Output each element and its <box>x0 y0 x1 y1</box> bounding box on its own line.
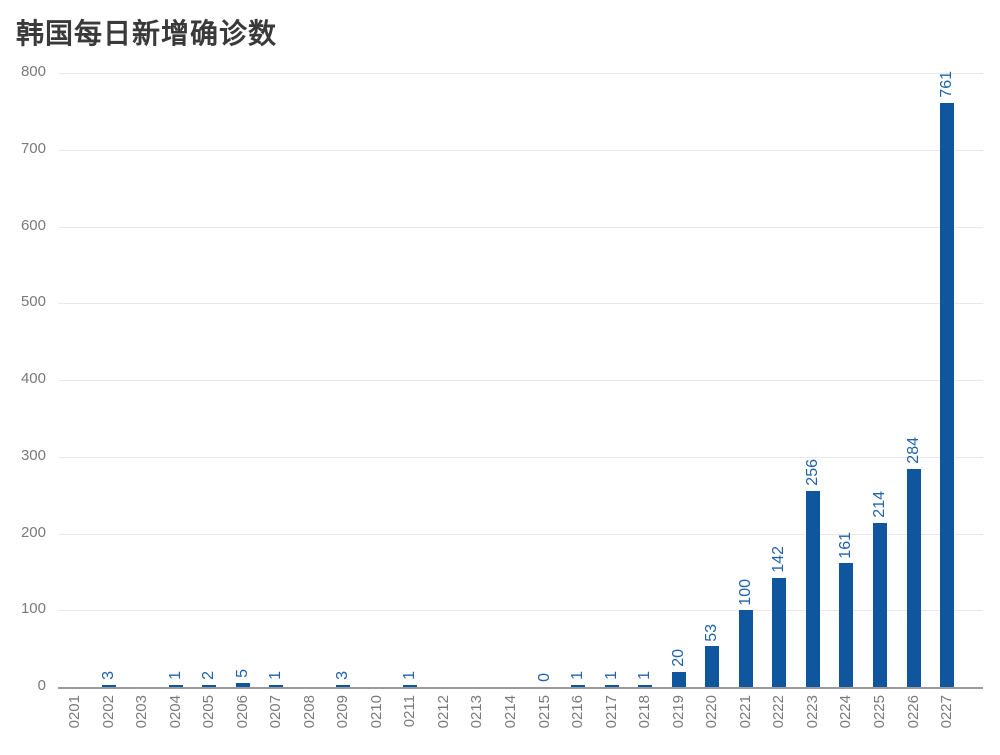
bar-value-label: 53 <box>703 623 721 642</box>
bar-value-label: 20 <box>669 648 687 667</box>
x-axis-label: 0224 <box>837 695 855 729</box>
bar <box>202 685 217 687</box>
x-axis-label: 0205 <box>200 695 218 729</box>
gridline <box>58 303 983 305</box>
x-axis-label: 0221 <box>736 695 754 729</box>
bar <box>336 684 351 687</box>
x-axis-label: 0213 <box>468 695 486 729</box>
bar <box>906 469 921 687</box>
y-axis-label: 700 <box>20 139 46 157</box>
x-axis-label: 0212 <box>434 695 452 729</box>
bar <box>269 685 284 687</box>
bar-value-label: 1 <box>166 671 184 680</box>
x-axis-label: 0214 <box>502 695 520 729</box>
x-axis-label: 0208 <box>300 695 318 729</box>
gridline <box>58 610 983 612</box>
x-axis-label: 0226 <box>904 695 922 729</box>
gridline <box>58 380 983 381</box>
x-axis-label: 0225 <box>870 695 888 729</box>
bar <box>705 646 720 687</box>
bar-value-label: 1 <box>569 671 587 680</box>
x-axis-label: 0210 <box>367 695 385 729</box>
y-axis-label: 500 <box>20 293 46 311</box>
x-axis-label: 0216 <box>569 695 587 729</box>
y-axis-label: 200 <box>20 523 46 541</box>
bar-value-label: 0 <box>535 673 553 682</box>
x-axis-line <box>58 687 983 689</box>
bar-value-label: 161 <box>837 531 855 559</box>
bar <box>805 490 820 687</box>
bar <box>671 671 686 687</box>
gridline <box>58 533 983 535</box>
bar <box>604 685 619 687</box>
bar <box>101 684 116 687</box>
bar <box>403 685 418 687</box>
y-axis-label: 0 <box>37 677 46 694</box>
x-axis-label: 0215 <box>535 695 553 729</box>
bar-value-label: 761 <box>938 71 956 98</box>
bar-value-label: 1 <box>267 671 285 680</box>
x-axis-label: 0209 <box>334 695 352 729</box>
bar-value-label: 100 <box>736 578 754 606</box>
bar <box>872 522 887 687</box>
x-axis-label: 0204 <box>166 695 184 729</box>
x-axis-label: 0217 <box>602 695 620 729</box>
bar-value-label: 1 <box>636 671 654 680</box>
x-axis-label: 0218 <box>636 695 654 729</box>
y-axis-label: 300 <box>20 446 46 464</box>
gridline <box>58 226 983 228</box>
gridline <box>58 456 983 458</box>
bar <box>839 563 854 687</box>
bar <box>738 610 753 687</box>
bar <box>571 685 586 687</box>
x-axis-label: 0223 <box>803 695 821 729</box>
bar-value-label: 3 <box>334 670 352 680</box>
bar-value-label: 142 <box>770 546 788 574</box>
x-axis-label: 0207 <box>267 695 285 729</box>
y-axis-label: 800 <box>20 63 46 80</box>
chart-title: 韩国每日新增确诊数 <box>16 18 278 49</box>
x-axis-label: 0202 <box>99 695 117 729</box>
gridline <box>58 73 983 74</box>
bar <box>940 102 955 687</box>
x-axis-label: 0203 <box>133 695 151 729</box>
x-axis-label: 0206 <box>233 695 251 729</box>
bar-value-label: 3 <box>99 670 117 680</box>
x-axis-label: 0227 <box>938 695 956 729</box>
y-axis-label: 600 <box>20 216 46 234</box>
bar <box>235 683 250 687</box>
x-axis-label: 0219 <box>669 695 687 729</box>
bar-value-label: 1 <box>602 671 620 680</box>
bar-value-label: 256 <box>803 458 821 486</box>
bar-value-label: 2 <box>200 671 218 680</box>
gridline <box>58 149 983 151</box>
x-axis-label: 0222 <box>770 695 788 729</box>
bar-value-label: 214 <box>870 491 888 518</box>
x-axis-label: 0220 <box>703 695 721 729</box>
y-axis-label: 100 <box>20 600 46 618</box>
bar-value-label: 5 <box>233 669 251 679</box>
bar-value-label: 1 <box>401 671 419 680</box>
bar-value-label: 284 <box>904 437 922 465</box>
bar <box>772 578 787 687</box>
bar <box>168 685 183 687</box>
y-axis-label: 400 <box>20 370 46 387</box>
x-axis-label: 0201 <box>66 695 83 729</box>
bar <box>638 685 653 687</box>
x-axis-label: 0211 <box>401 695 419 728</box>
plot-area: 3 1 2 5 1 3 1 0 1 1 1 20 53 100 142 256 161 214 284 761 <box>58 71 983 689</box>
